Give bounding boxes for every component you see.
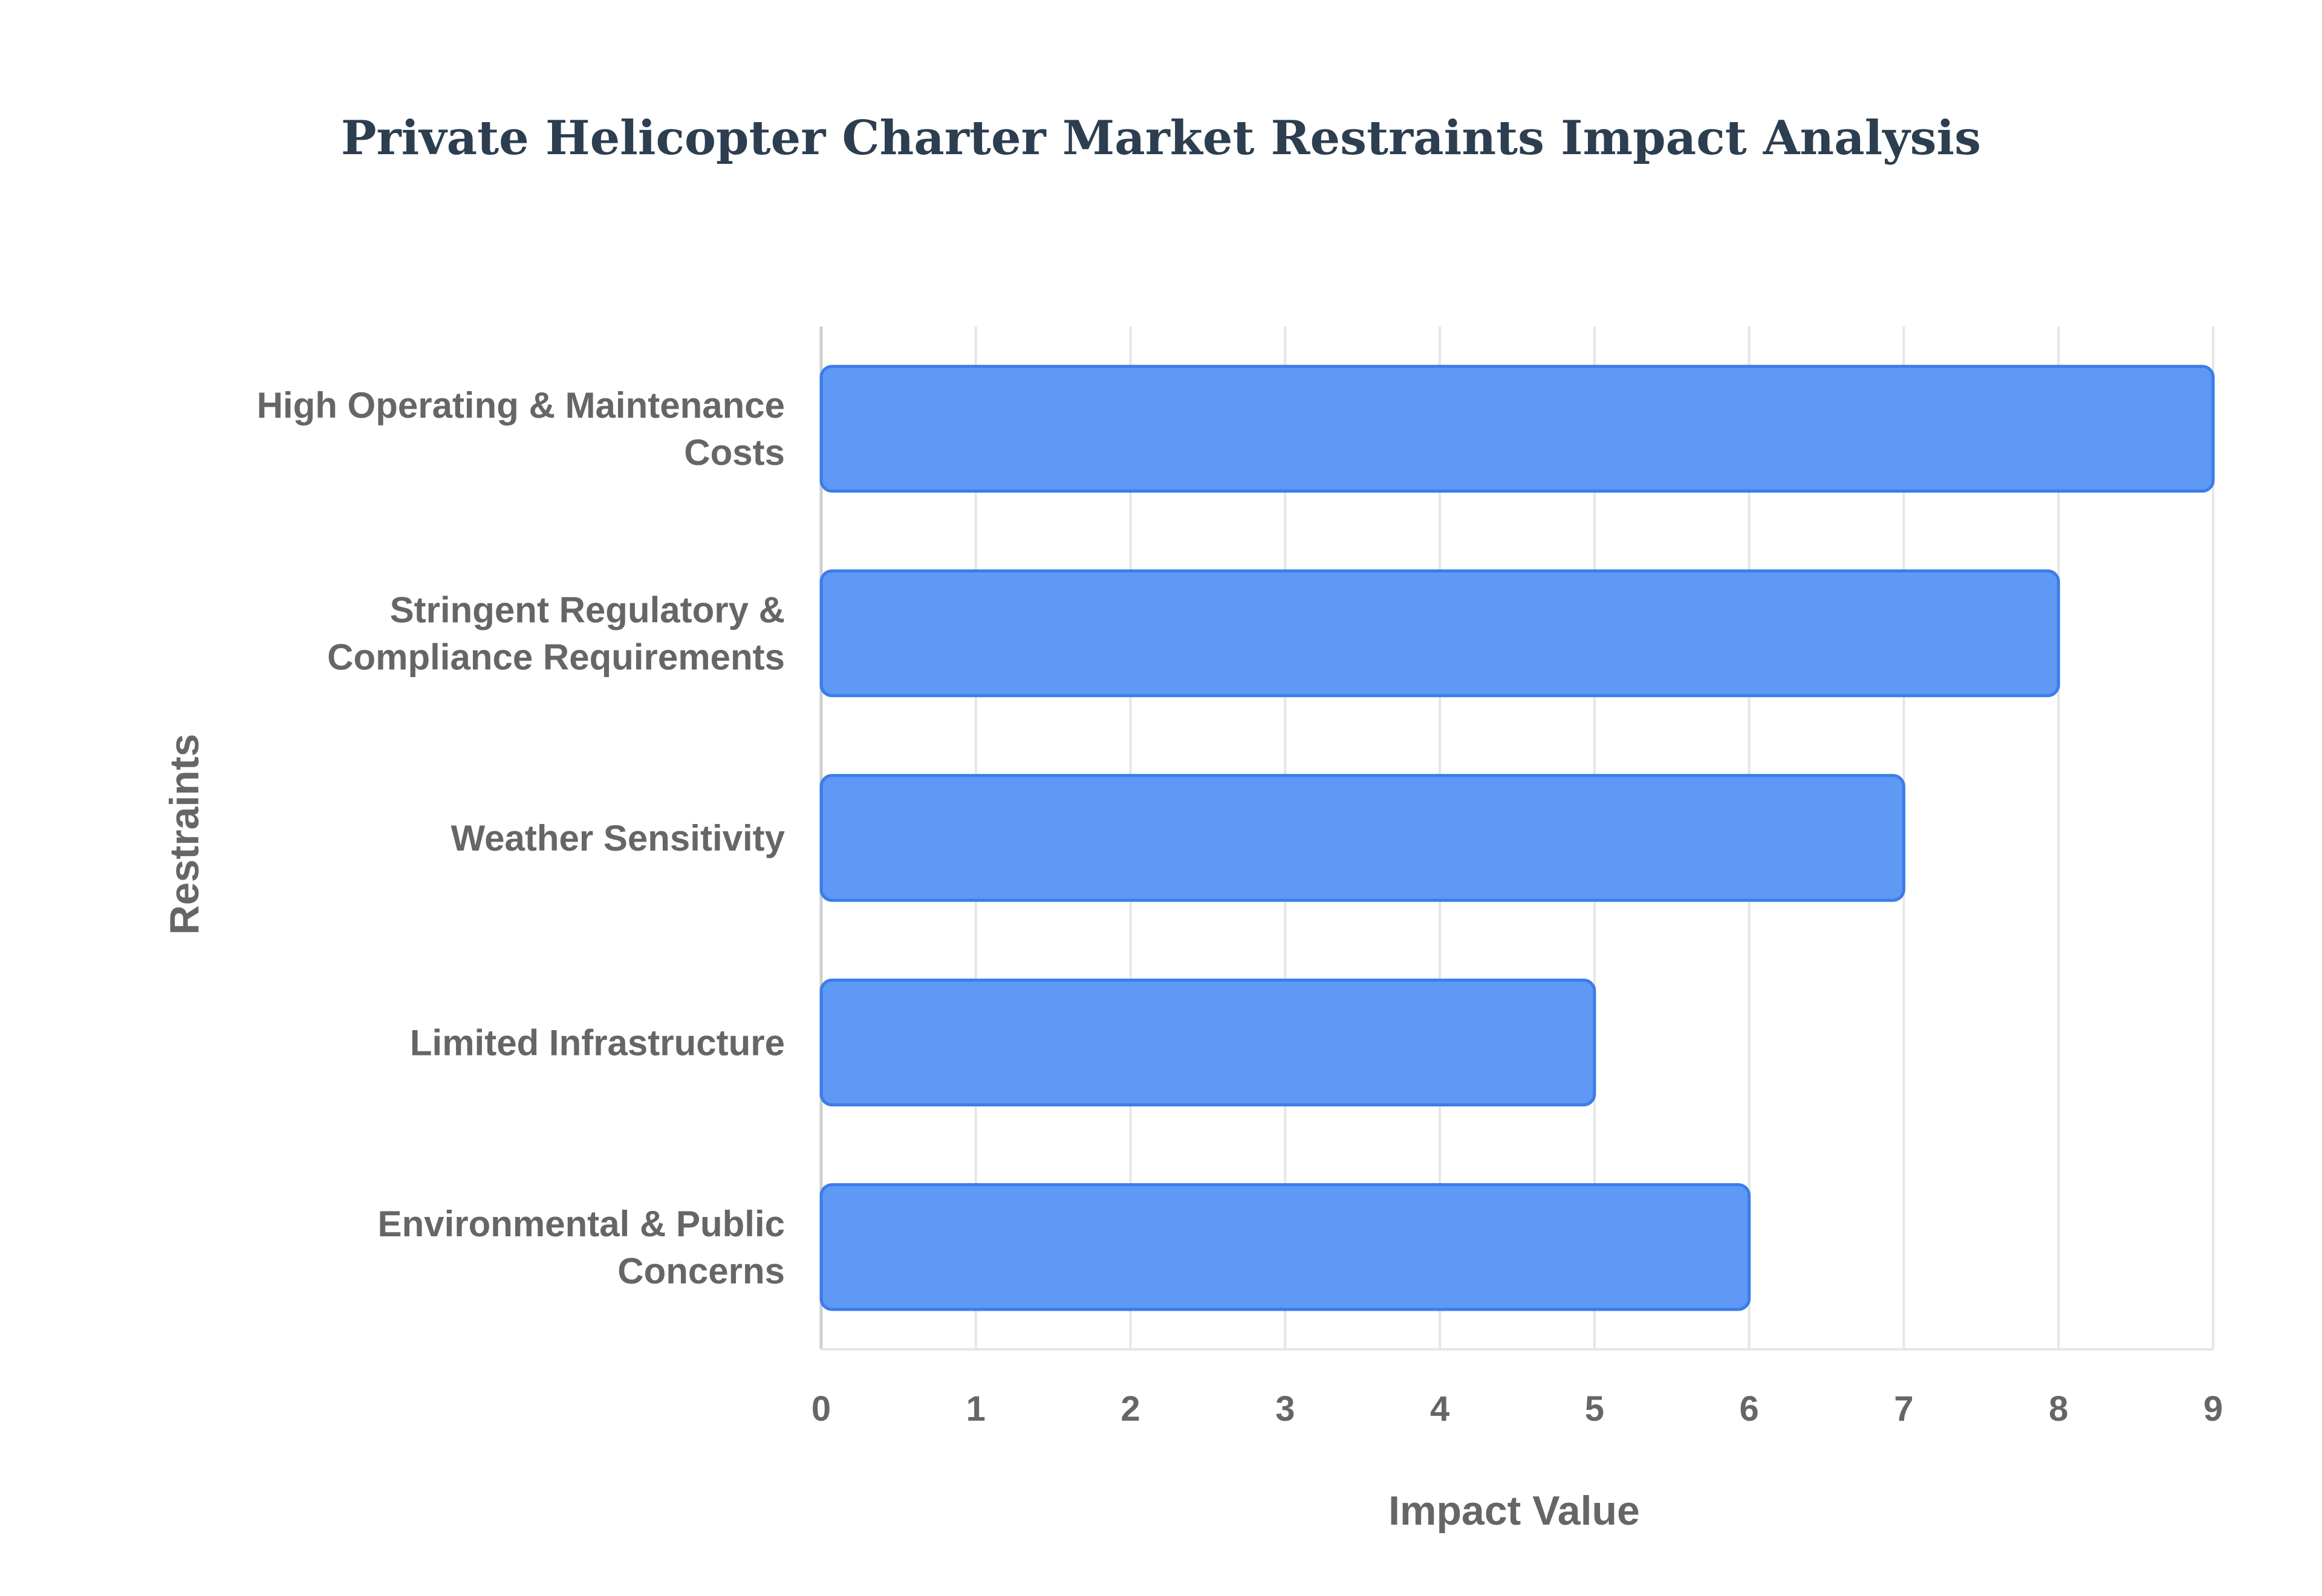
y-category-label-line: Compliance Requirements bbox=[327, 637, 785, 678]
x-tick-labels: 0 1 2 3 4 5 6 7 8 9 bbox=[811, 1389, 2223, 1429]
bars bbox=[819, 365, 2215, 1311]
x-tick-label: 8 bbox=[2049, 1389, 2068, 1429]
y-category-label-line: Environmental & Public bbox=[378, 1204, 785, 1244]
y-axis-title: Restraints bbox=[161, 734, 207, 935]
x-tick-label: 5 bbox=[1585, 1389, 1604, 1429]
y-category-label: Environmental & Public Concerns bbox=[378, 1204, 785, 1291]
x-tick-label: 3 bbox=[1275, 1389, 1295, 1429]
y-category-label-line: Limited Infrastructure bbox=[410, 1022, 785, 1063]
bar bbox=[819, 1183, 1751, 1311]
bar bbox=[819, 774, 1905, 902]
y-category-label-line: High Operating & Maintenance bbox=[257, 385, 785, 426]
x-tick-label: 0 bbox=[811, 1389, 831, 1429]
x-tick-label: 7 bbox=[1894, 1389, 1913, 1429]
y-category-label: Limited Infrastructure bbox=[410, 1022, 785, 1063]
x-tick-label: 2 bbox=[1120, 1389, 1140, 1429]
y-category-label: Weather Sensitivity bbox=[451, 818, 785, 858]
bar bbox=[819, 365, 2215, 493]
y-category-label-line: Concerns bbox=[617, 1251, 785, 1291]
bar bbox=[819, 978, 1596, 1107]
y-category-label: High Operating & Maintenance Costs bbox=[257, 385, 785, 473]
y-category-label-line: Costs bbox=[684, 432, 785, 473]
x-tick-label: 9 bbox=[2203, 1389, 2223, 1429]
x-tick-label: 6 bbox=[1740, 1389, 1759, 1429]
bar bbox=[819, 569, 2060, 698]
y-category-label: Stringent Regulatory & Compliance Require… bbox=[327, 590, 785, 678]
chart-title: Private Helicopter Charter Market Restra… bbox=[341, 111, 1981, 166]
x-tick-label: 4 bbox=[1430, 1389, 1449, 1429]
y-category-label-line: Weather Sensitivity bbox=[451, 818, 785, 858]
y-category-label-line: Stringent Regulatory & bbox=[390, 590, 785, 631]
x-axis-title: Impact Value bbox=[1388, 1488, 1640, 1534]
x-tick-label: 1 bbox=[966, 1389, 986, 1429]
category-labels: High Operating & Maintenance Costs Stringe… bbox=[257, 385, 785, 1291]
